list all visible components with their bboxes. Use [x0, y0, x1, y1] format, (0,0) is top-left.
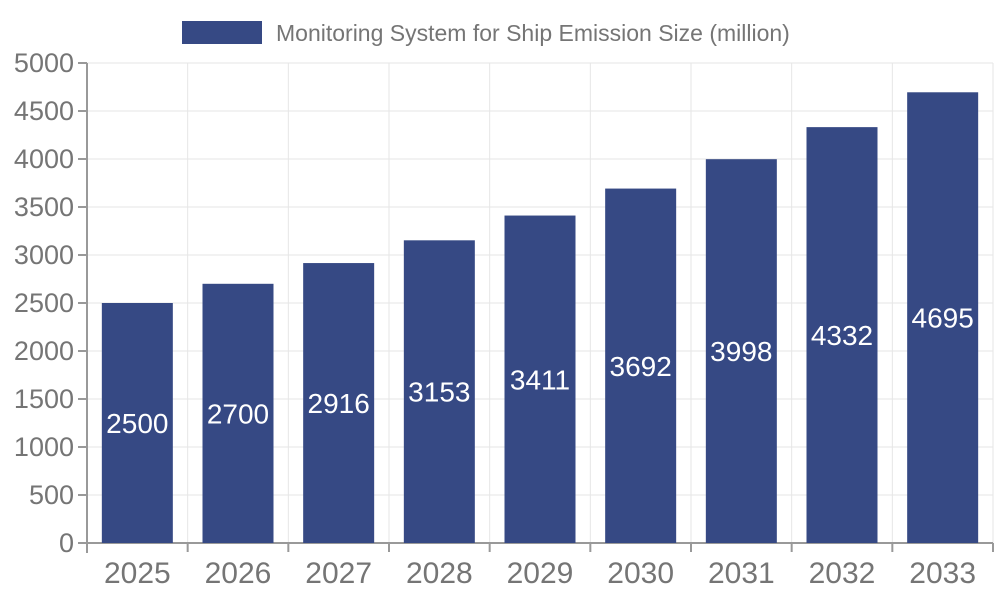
x-tick-label: 2027	[305, 557, 372, 590]
x-tick-label: 2025	[104, 557, 171, 590]
legend-swatch[interactable]	[182, 21, 262, 44]
bar-value-label: 4695	[912, 303, 974, 334]
y-tick-label: 0	[59, 528, 74, 558]
bar[interactable]	[907, 92, 979, 543]
x-tick-label: 2029	[507, 557, 574, 590]
bar[interactable]	[504, 215, 576, 543]
bar[interactable]	[806, 127, 878, 544]
x-tick-label: 2031	[708, 557, 775, 590]
bar-value-label: 2916	[308, 388, 370, 419]
y-tick-label: 2000	[14, 336, 74, 366]
bar-value-label: 2700	[207, 398, 269, 429]
y-tick-label: 4500	[14, 96, 74, 126]
bar[interactable]	[101, 303, 173, 543]
y-tick-label: 2500	[14, 288, 74, 318]
bar-value-label: 3998	[710, 336, 772, 367]
x-tick-label: 2028	[406, 557, 473, 590]
bar-value-label: 3153	[408, 377, 470, 408]
bar-value-label: 2500	[106, 408, 168, 439]
bar[interactable]	[202, 283, 274, 543]
x-tick-label: 2032	[809, 557, 876, 590]
y-tick-label: 3000	[14, 240, 74, 270]
bar-value-label: 3411	[510, 364, 570, 395]
legend: Monitoring System for Ship Emission Size…	[182, 20, 790, 46]
axis-labels: 0 500 1000 1500 2000 2500 3000 3500 4000 4500 5000…	[14, 48, 976, 590]
y-tick-label: 1500	[14, 384, 74, 414]
legend-label[interactable]: Monitoring System for Ship Emission Size…	[276, 20, 790, 46]
x-tick-label: 2026	[205, 557, 272, 590]
bar-series: 2500 2700 2916 3153 3411 3692 3998 4332 4695	[101, 92, 979, 544]
x-tick-label: 2030	[607, 557, 674, 590]
y-tick-label: 3500	[14, 192, 74, 222]
bar[interactable]	[605, 188, 677, 543]
y-tick-label: 5000	[14, 48, 74, 78]
bar[interactable]	[403, 240, 475, 543]
x-tick-label: 2033	[909, 557, 976, 590]
y-tick-label: 500	[29, 480, 74, 510]
bar[interactable]	[705, 159, 777, 543]
bar[interactable]	[303, 263, 375, 543]
bar-value-label: 3692	[610, 351, 672, 382]
y-tick-label: 4000	[14, 144, 74, 174]
bar-value-label: 4332	[811, 320, 873, 351]
y-tick-label: 1000	[14, 432, 74, 462]
